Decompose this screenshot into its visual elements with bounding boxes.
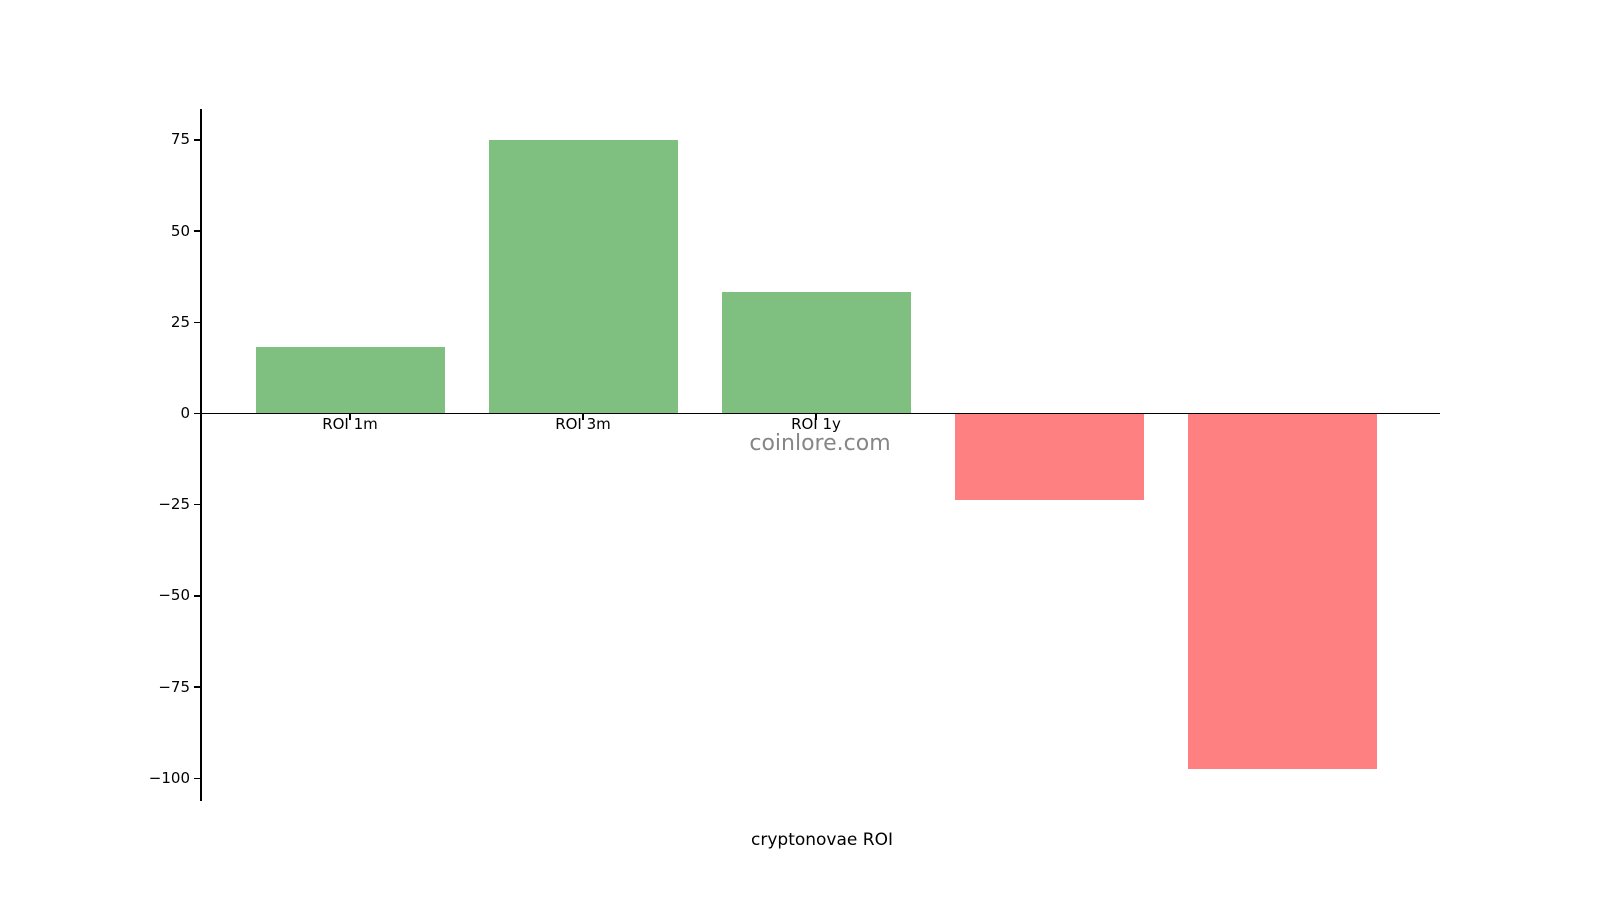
x-tick-mark bbox=[815, 413, 817, 420]
x-tick-mark bbox=[582, 413, 584, 420]
y-tick-label: −50 bbox=[158, 586, 190, 605]
y-tick-mark bbox=[194, 230, 200, 232]
bar-5 bbox=[1187, 413, 1377, 769]
y-tick-mark bbox=[194, 139, 200, 141]
x-tick-mark bbox=[349, 413, 351, 420]
x-axis-title: cryptonovae ROI bbox=[751, 830, 893, 850]
x-axis-zero-line bbox=[200, 412, 1440, 415]
y-tick-label: 25 bbox=[170, 312, 190, 331]
y-tick-mark bbox=[194, 321, 200, 324]
bar-roi-1m bbox=[255, 347, 445, 414]
bar-roi-3m bbox=[488, 139, 678, 414]
y-tick-mark bbox=[194, 412, 200, 415]
y-tick-label: 75 bbox=[170, 130, 190, 149]
x-tick-label: ROI 1m bbox=[322, 415, 378, 433]
y-tick-label: −100 bbox=[148, 768, 190, 787]
y-tick-label: 0 bbox=[180, 404, 190, 422]
y-axis-spine bbox=[200, 108, 202, 801]
y-tick-mark bbox=[194, 686, 200, 688]
y-tick-label: −25 bbox=[158, 495, 190, 514]
y-tick-mark bbox=[194, 503, 200, 506]
y-tick-label: −75 bbox=[158, 677, 190, 696]
bar-4 bbox=[954, 413, 1144, 500]
x-tick-label: ROI 3m bbox=[555, 415, 611, 433]
y-tick-mark bbox=[194, 595, 200, 597]
y-tick-mark bbox=[194, 777, 200, 780]
bar-roi-1y bbox=[721, 292, 911, 414]
coinlore-watermark: coinlore.com bbox=[749, 431, 891, 456]
x-tick-label: ROI 1y bbox=[791, 415, 841, 433]
y-tick-label: 50 bbox=[170, 221, 190, 240]
